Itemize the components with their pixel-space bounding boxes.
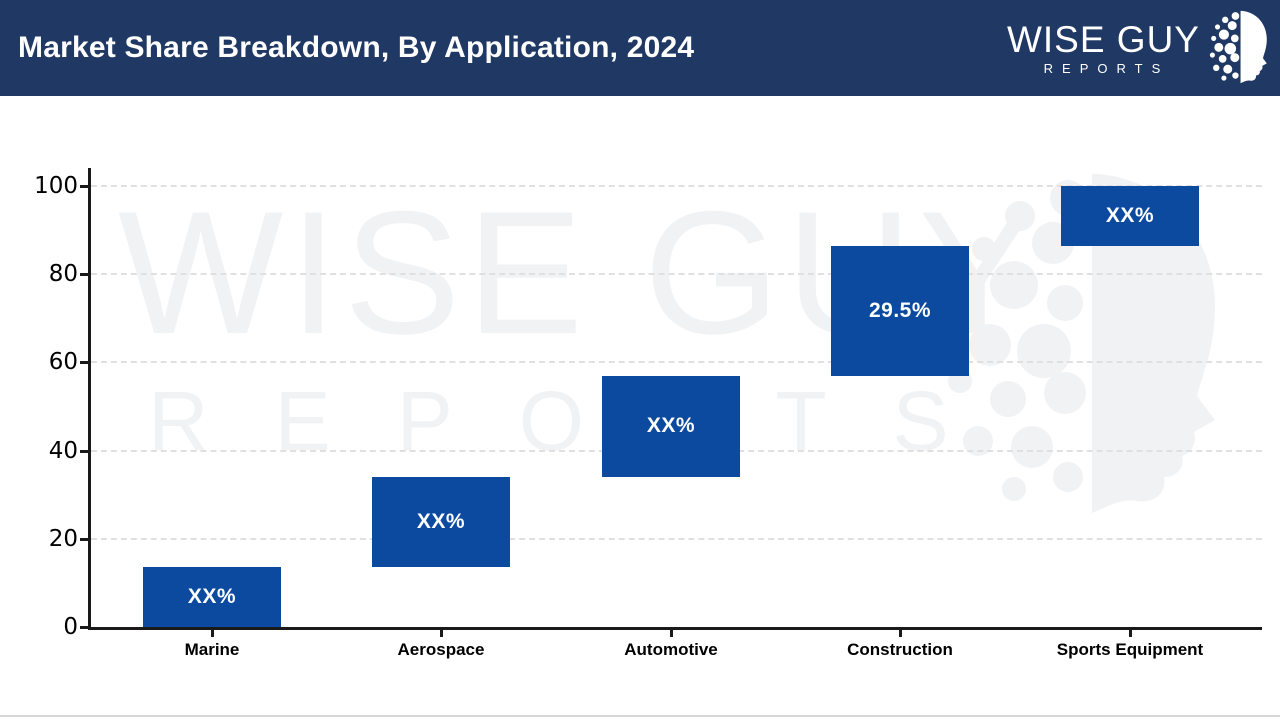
chart-title: Market Share Breakdown, By Application, … (18, 31, 695, 64)
y-tick-mark (80, 449, 89, 453)
bar-value-label: XX% (416, 510, 466, 534)
x-category-label: Sports Equipment (1056, 640, 1204, 659)
x-category-label: Construction (847, 640, 953, 659)
x-axis-line (88, 627, 1262, 630)
y-tick-mark (80, 626, 89, 629)
bar-construction: 29.5% (831, 245, 969, 376)
y-tick-mark (80, 185, 89, 188)
gridline (91, 361, 1262, 364)
y-tick-label: 100 (34, 173, 78, 199)
y-axis-line (88, 168, 91, 630)
gridline (91, 537, 1262, 540)
bar-value-label: XX% (187, 585, 237, 609)
y-tick-label: 40 (48, 437, 78, 464)
chart-area: WISE GUY REPORTS 0 20 40 60 80 100 XX% XX% XX% 2… (0, 96, 1280, 716)
bar-automotive: XX% (602, 375, 740, 478)
y-tick-label: 80 (48, 261, 78, 288)
x-category-label: Automotive (624, 640, 718, 659)
y-tick-label: 0 (63, 614, 78, 640)
x-tick-mark (670, 629, 673, 637)
x-tick-mark (1129, 629, 1132, 637)
y-tick-mark (80, 537, 89, 541)
gridline (91, 273, 1262, 276)
bar-value-label: XX% (1105, 203, 1155, 227)
x-tick-mark (899, 629, 902, 637)
logo-face-icon (1209, 10, 1267, 84)
logo-wordmark: WISE GUY REPORTS (1007, 21, 1200, 76)
y-tick-mark (80, 273, 89, 277)
bar-value-label: 29.5% (868, 298, 932, 322)
x-tick-mark (211, 629, 214, 637)
y-tick-label: 60 (48, 349, 78, 376)
wiseguy-logo: WISE GUY REPORTS (1007, 0, 1270, 96)
bar-marine: XX% (143, 567, 281, 627)
bar-aerospace: XX% (372, 477, 510, 568)
bar-value-label: XX% (646, 414, 696, 438)
x-tick-mark (440, 629, 443, 637)
bottom-border (0, 715, 1280, 717)
y-tick-mark (80, 361, 89, 365)
logo-reports-text: REPORTS (1043, 60, 1170, 76)
header-bar: Market Share Breakdown, By Application, … (0, 0, 1280, 96)
x-category-label: Aerospace (397, 640, 485, 659)
gridline (91, 185, 1262, 187)
bar-sports-equipment: XX% (1061, 186, 1199, 246)
x-category-label: Marine (184, 640, 240, 659)
logo-name-text: WISE GUY (1006, 18, 1200, 60)
y-tick-label: 20 (48, 525, 78, 552)
